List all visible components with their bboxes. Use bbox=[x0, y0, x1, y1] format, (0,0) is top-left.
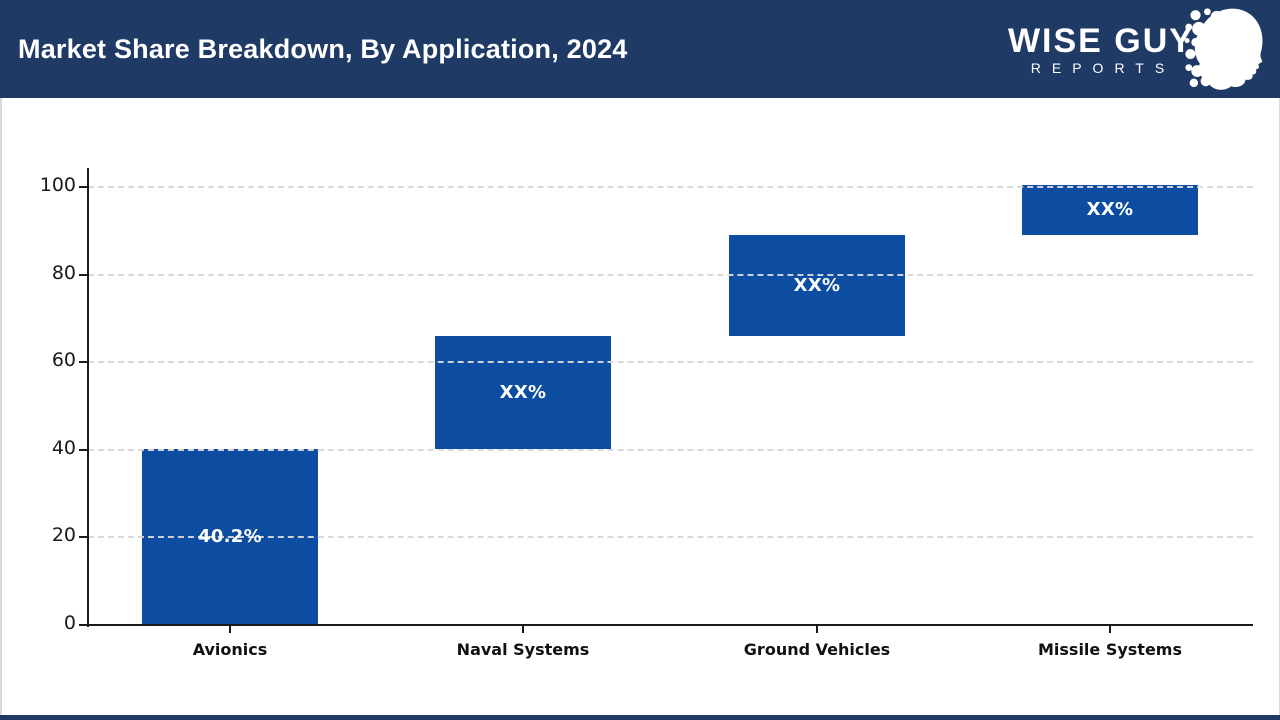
bar-naval-systems bbox=[435, 335, 611, 449]
x-category-label-missile-systems: Missile Systems bbox=[1037, 640, 1182, 659]
footer-bar bbox=[0, 715, 1280, 720]
x-axis-spine bbox=[86, 624, 1253, 626]
brand-head-icon bbox=[1184, 8, 1263, 90]
x-tick-mark bbox=[522, 625, 524, 633]
y-axis-spine bbox=[87, 168, 89, 627]
gridline-y80 bbox=[88, 273, 1253, 276]
brand-subtitle: REPORTS bbox=[1030, 59, 1176, 76]
x-category-label-avionics: Avionics bbox=[192, 640, 268, 659]
y-tick-label: 20 bbox=[51, 524, 76, 547]
gridline-y20 bbox=[88, 536, 1253, 539]
y-tick-mark bbox=[79, 536, 88, 539]
y-tick-mark bbox=[79, 361, 88, 364]
bar-missile-systems bbox=[1022, 184, 1198, 236]
bar-value-label: XX% bbox=[1086, 199, 1134, 221]
gridline-y40 bbox=[88, 448, 1253, 451]
bar-value-label: XX% bbox=[793, 274, 841, 296]
chart-title: Market Share Breakdown, By Application, … bbox=[18, 33, 628, 64]
bar-ground-vehicles bbox=[729, 235, 905, 336]
gridline-y100 bbox=[88, 185, 1253, 188]
brand-logo-text: WISE GUY REPORTS bbox=[1008, 24, 1194, 75]
y-tick-label: 80 bbox=[51, 261, 76, 284]
header-banner: Market Share Breakdown, By Application, … bbox=[0, 0, 1280, 98]
bar-value-label: XX% bbox=[499, 381, 547, 403]
y-tick-label: 100 bbox=[39, 173, 76, 196]
gridline-y60 bbox=[88, 361, 1253, 364]
brand-logo: WISE GUY REPORTS bbox=[1008, 5, 1272, 93]
y-tick-mark bbox=[79, 185, 88, 188]
y-tick-label: 40 bbox=[51, 436, 76, 459]
x-tick-mark bbox=[229, 625, 231, 633]
brand-name: WISE GUY bbox=[1007, 21, 1194, 60]
bar-value-label: 40.2% bbox=[198, 526, 262, 548]
x-category-label-naval-systems: Naval Systems bbox=[456, 640, 590, 659]
y-tick-mark bbox=[79, 273, 88, 276]
y-tick-mark bbox=[79, 448, 88, 451]
y-tick-label: 0 bbox=[63, 612, 76, 634]
x-tick-mark bbox=[816, 625, 818, 633]
y-tick-mark bbox=[79, 624, 88, 626]
x-tick-mark bbox=[1109, 625, 1111, 633]
x-category-label-ground-vehicles: Ground Vehicles bbox=[743, 640, 891, 659]
y-tick-label: 60 bbox=[51, 349, 76, 372]
